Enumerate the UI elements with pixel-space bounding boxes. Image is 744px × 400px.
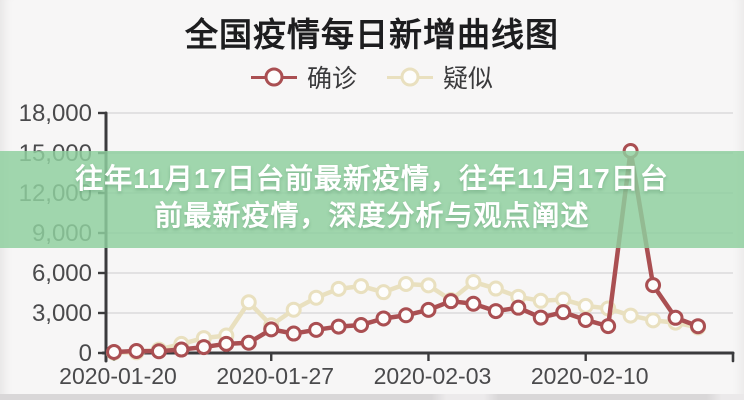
chart-legend: 确诊 疑似	[0, 59, 744, 95]
confirmed-data-point-marker	[465, 295, 482, 312]
headline-line-2: 前最新疫情，深度分析与观点阐述	[154, 200, 590, 231]
confirmed-data-point-marker	[263, 321, 280, 338]
suspected-data-point-marker	[645, 312, 662, 329]
x-axis-label: 2020-01-27	[216, 363, 334, 389]
confirmed-data-point-marker	[645, 277, 662, 294]
confirmed-data-point-marker	[218, 335, 235, 352]
confirmed-data-point-marker	[555, 304, 572, 321]
suspected-data-point-marker	[353, 278, 370, 295]
confirmed-data-point-marker	[532, 309, 549, 326]
confirmed-data-point-marker	[353, 316, 370, 333]
confirmed-data-point-marker	[375, 310, 392, 327]
confirmed-line-marker-icon	[250, 75, 297, 79]
suspected-data-point-marker	[330, 280, 347, 297]
headline-line-1: 往年11月17日台前最新疫情，往年11月17日台	[75, 163, 669, 194]
confirmed-data-point-marker	[420, 301, 437, 318]
legend-item-confirmed[interactable]: 确诊	[250, 59, 357, 95]
suspected-data-point-marker	[555, 291, 572, 308]
confirmed-data-point-marker	[577, 311, 594, 328]
confirmed-data-point-marker	[106, 343, 122, 360]
suspected-data-point-marker	[398, 276, 414, 293]
suspected-data-point-marker	[285, 301, 302, 318]
confirmed-data-point-marker	[487, 303, 504, 320]
legend-label-confirmed: 确诊	[306, 65, 357, 93]
y-axis-label: 3,000	[32, 300, 92, 327]
confirmed-data-point-marker	[240, 334, 257, 351]
x-axis-label: 2020-01-20	[59, 363, 177, 389]
suspected-data-point-marker	[577, 297, 594, 314]
suspected-data-point-marker	[465, 273, 482, 290]
confirmed-data-point-marker	[150, 343, 167, 360]
confirmed-data-point-marker	[285, 325, 302, 342]
suspected-data-point-marker	[420, 277, 437, 294]
x-axis-label: 2020-02-03	[374, 363, 492, 389]
confirmed-data-point-marker	[690, 318, 706, 335]
confirmed-data-point-marker	[667, 309, 684, 326]
y-axis-label: 0	[79, 340, 92, 367]
confirmed-data-point-marker	[173, 341, 190, 358]
suspected-data-point-marker	[487, 280, 504, 297]
chart-title: 全国疫情每日新增曲线图	[185, 16, 559, 53]
bottom-edge-strip	[0, 394, 744, 400]
headline-overlay-banner[interactable]: 往年11月17日台前最新疫情，往年11月17日台 前最新疫情，深度分析与观点阐述	[0, 151, 744, 248]
confirmed-data-point-marker	[600, 318, 617, 335]
confirmed-data-point-marker	[128, 343, 145, 360]
confirmed-data-point-marker	[308, 321, 325, 338]
x-axis-label: 2020-02-10	[531, 363, 649, 389]
y-axis-label: 6,000	[32, 260, 92, 287]
suspected-data-point-marker	[622, 307, 639, 324]
legend-label-suspected: 疑似	[443, 65, 494, 93]
suspected-data-point-marker	[375, 284, 392, 301]
suspected-data-point-marker	[532, 292, 549, 309]
legend-item-suspected[interactable]: 疑似	[387, 59, 493, 95]
suspected-data-point-marker	[240, 294, 257, 311]
suspected-line-marker-icon	[387, 75, 433, 79]
confirmed-data-point-marker	[330, 318, 347, 335]
y-axis-label: 18,000	[19, 100, 92, 127]
confirmed-data-point-marker	[195, 339, 212, 356]
suspected-data-point-marker	[308, 289, 325, 306]
confirmed-data-point-marker	[442, 293, 459, 310]
confirmed-data-point-marker	[398, 307, 414, 324]
confirmed-data-point-marker	[510, 299, 527, 316]
